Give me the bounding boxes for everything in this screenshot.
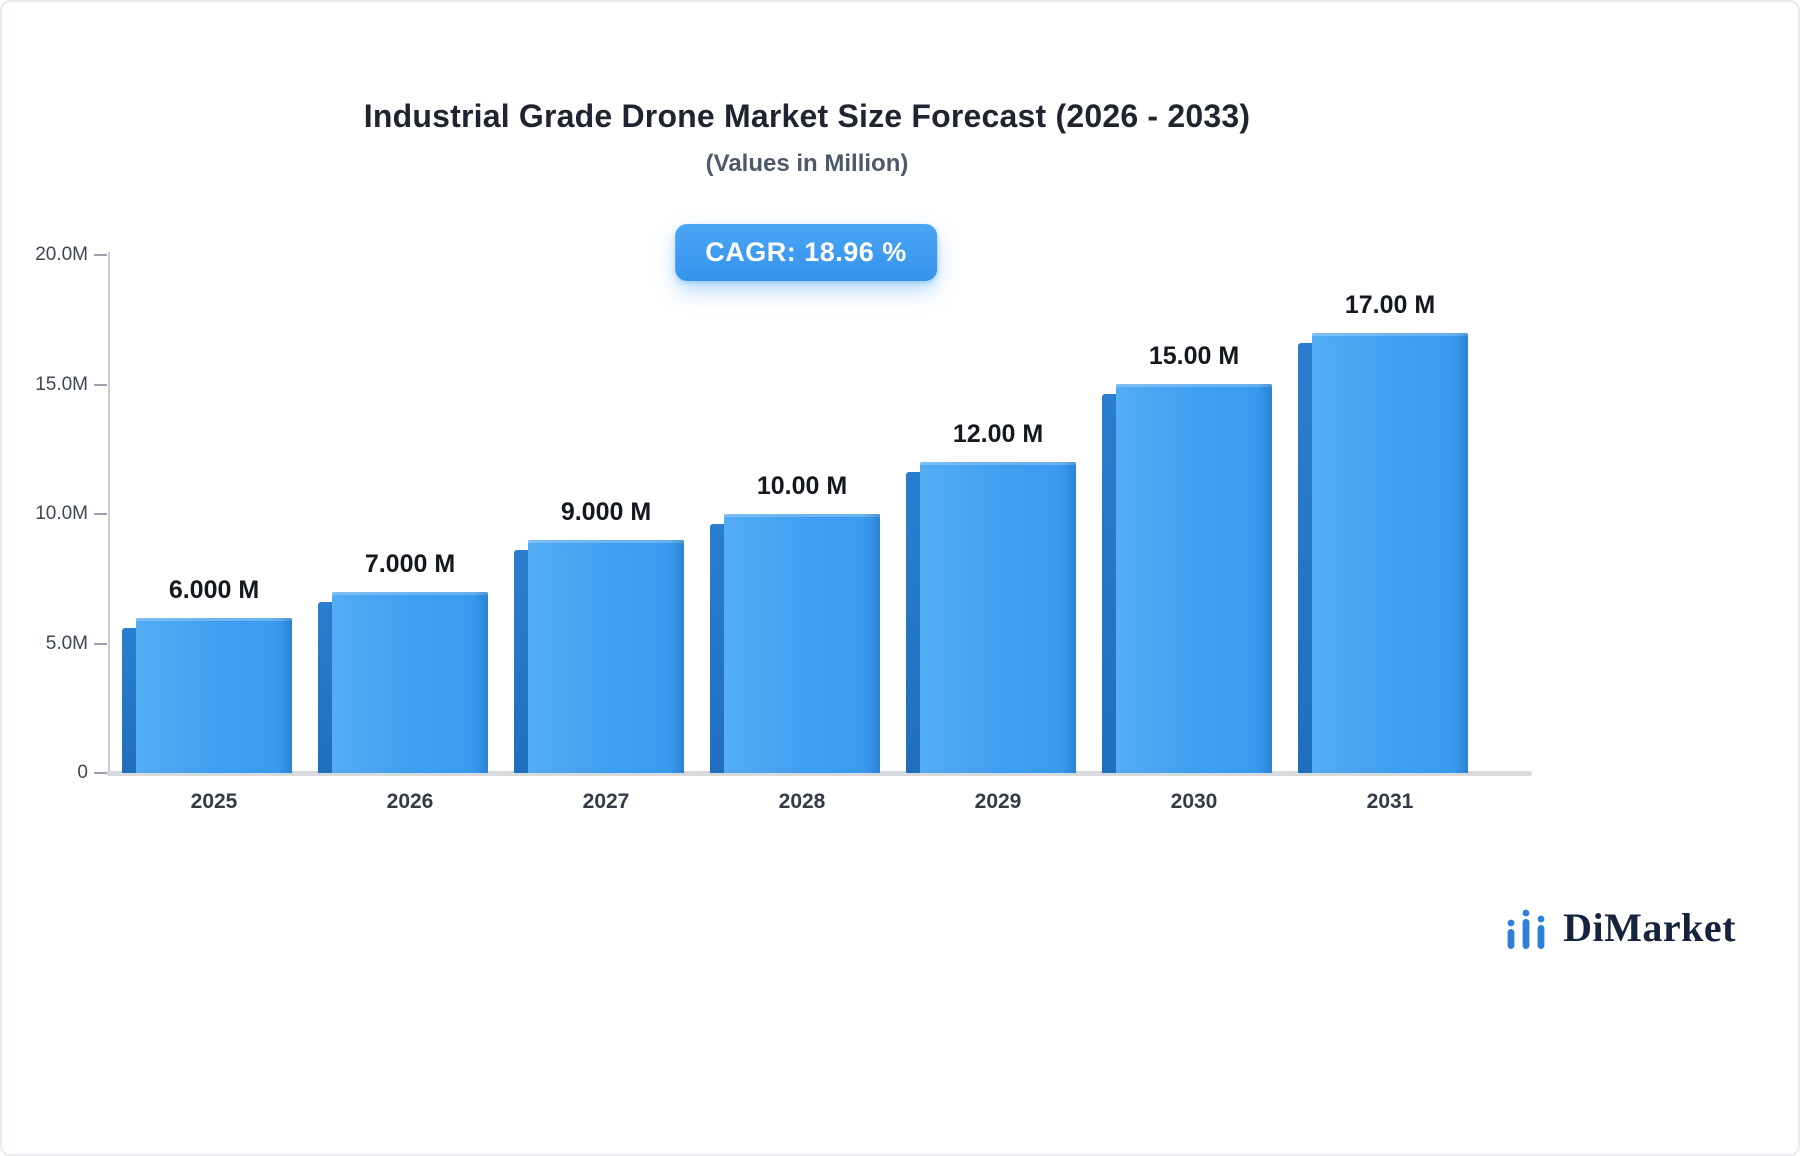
- y-tick-mark: [94, 513, 107, 515]
- chart-title: Industrial Grade Drone Market Size Forec…: [363, 98, 1251, 134]
- x-tick-label: 2027: [582, 790, 630, 813]
- y-tick-mark: [94, 383, 107, 386]
- bar: [724, 514, 880, 773]
- y-tick-mark: [94, 642, 107, 645]
- bar: [136, 618, 292, 773]
- bar-value-label: 17.00 M: [1344, 291, 1436, 319]
- bar: [1312, 333, 1468, 773]
- bar-value-label: 9.000 M: [560, 498, 652, 526]
- bar-chart-logo-icon: [1503, 905, 1551, 951]
- bar-value-label: 6.000 M: [168, 576, 260, 604]
- y-tick-label: 0: [77, 762, 88, 783]
- y-tick-label: 20.0M: [35, 244, 88, 265]
- x-tick-label: 2030: [1170, 790, 1218, 813]
- x-tick-label: 2025: [190, 790, 238, 813]
- y-tick-label: 10.0M: [35, 503, 88, 524]
- cagr-badge: CAGR: 18.96 %: [675, 224, 937, 281]
- y-tick-label: 5.0M: [45, 632, 88, 654]
- chart-subtitle: (Values in Million): [705, 150, 909, 177]
- brand-logo: DiMarket: [1503, 904, 1736, 951]
- bar: [332, 592, 488, 773]
- y-axis-line: [108, 252, 110, 775]
- x-tick-label: 2029: [974, 790, 1022, 813]
- x-tick-label: 2031: [1366, 790, 1414, 813]
- bar-value-label: 7.000 M: [364, 550, 456, 578]
- bar: [528, 540, 684, 773]
- x-tick-label: 2028: [778, 790, 826, 813]
- y-tick-mark: [94, 772, 107, 774]
- bar-value-label: 10.00 M: [756, 472, 848, 500]
- bar: [1116, 384, 1272, 773]
- brand-name: DiMarket: [1563, 905, 1736, 950]
- x-tick-label: 2026: [386, 790, 434, 813]
- y-tick-label: 15.0M: [35, 373, 88, 395]
- bar: [920, 462, 1076, 773]
- x-axis-baseline: [106, 771, 1532, 776]
- y-tick-mark: [94, 254, 107, 256]
- bar-value-label: 15.00 M: [1148, 342, 1240, 370]
- bar-value-label: 12.00 M: [952, 420, 1044, 448]
